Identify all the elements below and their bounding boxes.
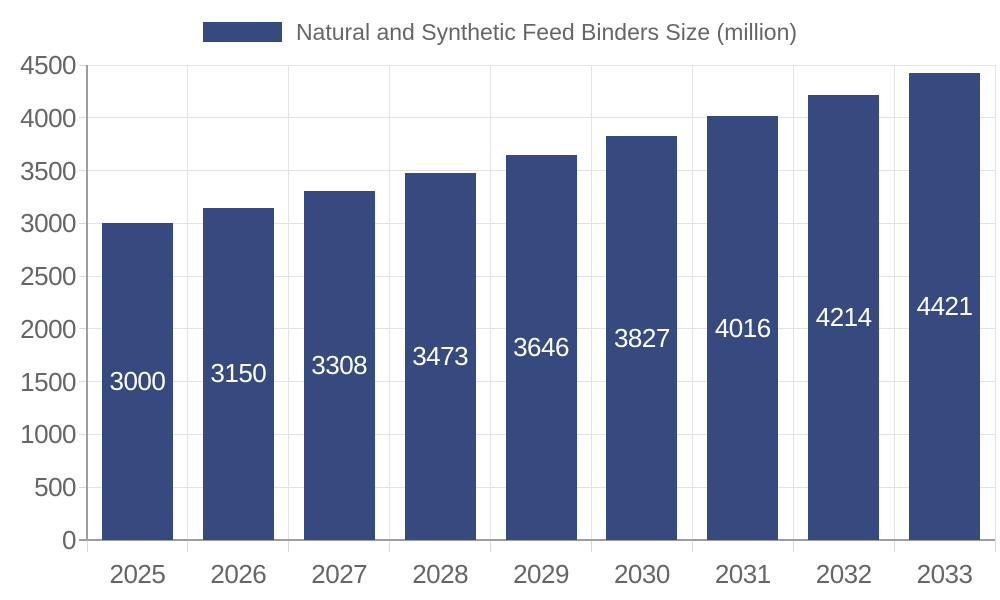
y-axis-tick — [79, 433, 87, 435]
y-tick-label: 500 — [34, 472, 76, 503]
bar-2030[interactable]: 3827 — [606, 136, 678, 540]
x-tick-label: 2031 — [714, 559, 771, 589]
y-axis-tick — [79, 486, 87, 488]
bar-value-label: 3308 — [311, 349, 368, 380]
bar-2031[interactable]: 4016 — [707, 116, 779, 540]
bar-value-label: 3827 — [613, 322, 670, 353]
y-tick-label: 4000 — [20, 102, 76, 133]
y-axis-line — [86, 65, 88, 540]
x-tick-label: 2029 — [513, 559, 569, 589]
legend-label: Natural and Synthetic Feed Binders Size … — [295, 18, 798, 45]
x-gridline — [389, 65, 391, 540]
x-gridline — [590, 65, 592, 540]
x-axis-tick — [893, 540, 895, 552]
x-gridline — [792, 65, 794, 540]
y-axis-tick — [79, 64, 87, 66]
bar-2032[interactable]: 4214 — [808, 95, 880, 540]
bar-value-label: 3150 — [210, 358, 267, 389]
bar-2027[interactable]: 3308 — [303, 190, 375, 540]
x-gridline — [187, 65, 189, 540]
bar-2029[interactable]: 3646 — [505, 155, 577, 540]
bar-2026[interactable]: 3150 — [202, 207, 274, 540]
y-tick-label: 1500 — [20, 366, 76, 397]
x-axis-tick — [86, 540, 88, 552]
y-gridline — [87, 64, 995, 66]
x-tick-label: 2025 — [109, 559, 166, 589]
x-tick-label: 2030 — [613, 559, 670, 589]
y-tick-label: 2000 — [20, 313, 76, 344]
x-axis-tick — [187, 540, 189, 552]
bar-2033[interactable]: 4421 — [909, 73, 981, 540]
bar-2025[interactable]: 3000 — [101, 223, 173, 540]
x-tick-label: 2032 — [815, 559, 872, 589]
x-tick-label: 2026 — [210, 559, 267, 589]
y-axis-tick — [79, 381, 87, 383]
x-axis-tick — [691, 540, 693, 552]
x-axis-tick — [490, 540, 492, 552]
x-gridline — [691, 65, 693, 540]
bar-value-label: 4421 — [916, 291, 973, 322]
y-tick-label: 3000 — [20, 208, 76, 239]
bar-value-label: 3000 — [109, 366, 166, 397]
x-gridline — [490, 65, 492, 540]
x-tick-label: 2027 — [311, 559, 368, 589]
y-tick-label: 3500 — [20, 155, 76, 186]
bar-value-label: 3473 — [412, 341, 469, 372]
y-tick-label: 2500 — [20, 261, 76, 292]
y-axis-tick — [79, 222, 87, 224]
x-axis-line — [79, 539, 995, 541]
bar-value-label: 4016 — [714, 312, 771, 343]
x-axis-tick — [389, 540, 391, 552]
x-tick-label: 2033 — [916, 559, 973, 589]
legend-item[interactable]: Natural and Synthetic Feed Binders Size … — [0, 14, 1000, 50]
y-axis-tick — [79, 275, 87, 277]
x-axis-tick — [792, 540, 794, 552]
y-axis-tick — [79, 170, 87, 172]
y-tick-label: 4500 — [20, 50, 76, 80]
x-axis-tick — [288, 540, 290, 552]
x-gridline — [893, 65, 895, 540]
y-tick-label: 0 — [62, 525, 76, 555]
x-tick-label: 2028 — [412, 559, 469, 589]
x-gridline — [994, 65, 996, 540]
bar-value-label: 3646 — [513, 332, 569, 363]
y-gridline — [87, 117, 995, 119]
y-axis-tick — [79, 117, 87, 119]
y-axis-tick — [79, 328, 87, 330]
legend-swatch — [202, 22, 282, 42]
bar-value-label: 4214 — [815, 302, 872, 333]
x-axis-tick — [994, 540, 996, 552]
bar-2028[interactable]: 3473 — [404, 173, 476, 540]
x-axis-tick — [590, 540, 592, 552]
y-tick-label: 1000 — [20, 419, 76, 450]
x-gridline — [288, 65, 290, 540]
